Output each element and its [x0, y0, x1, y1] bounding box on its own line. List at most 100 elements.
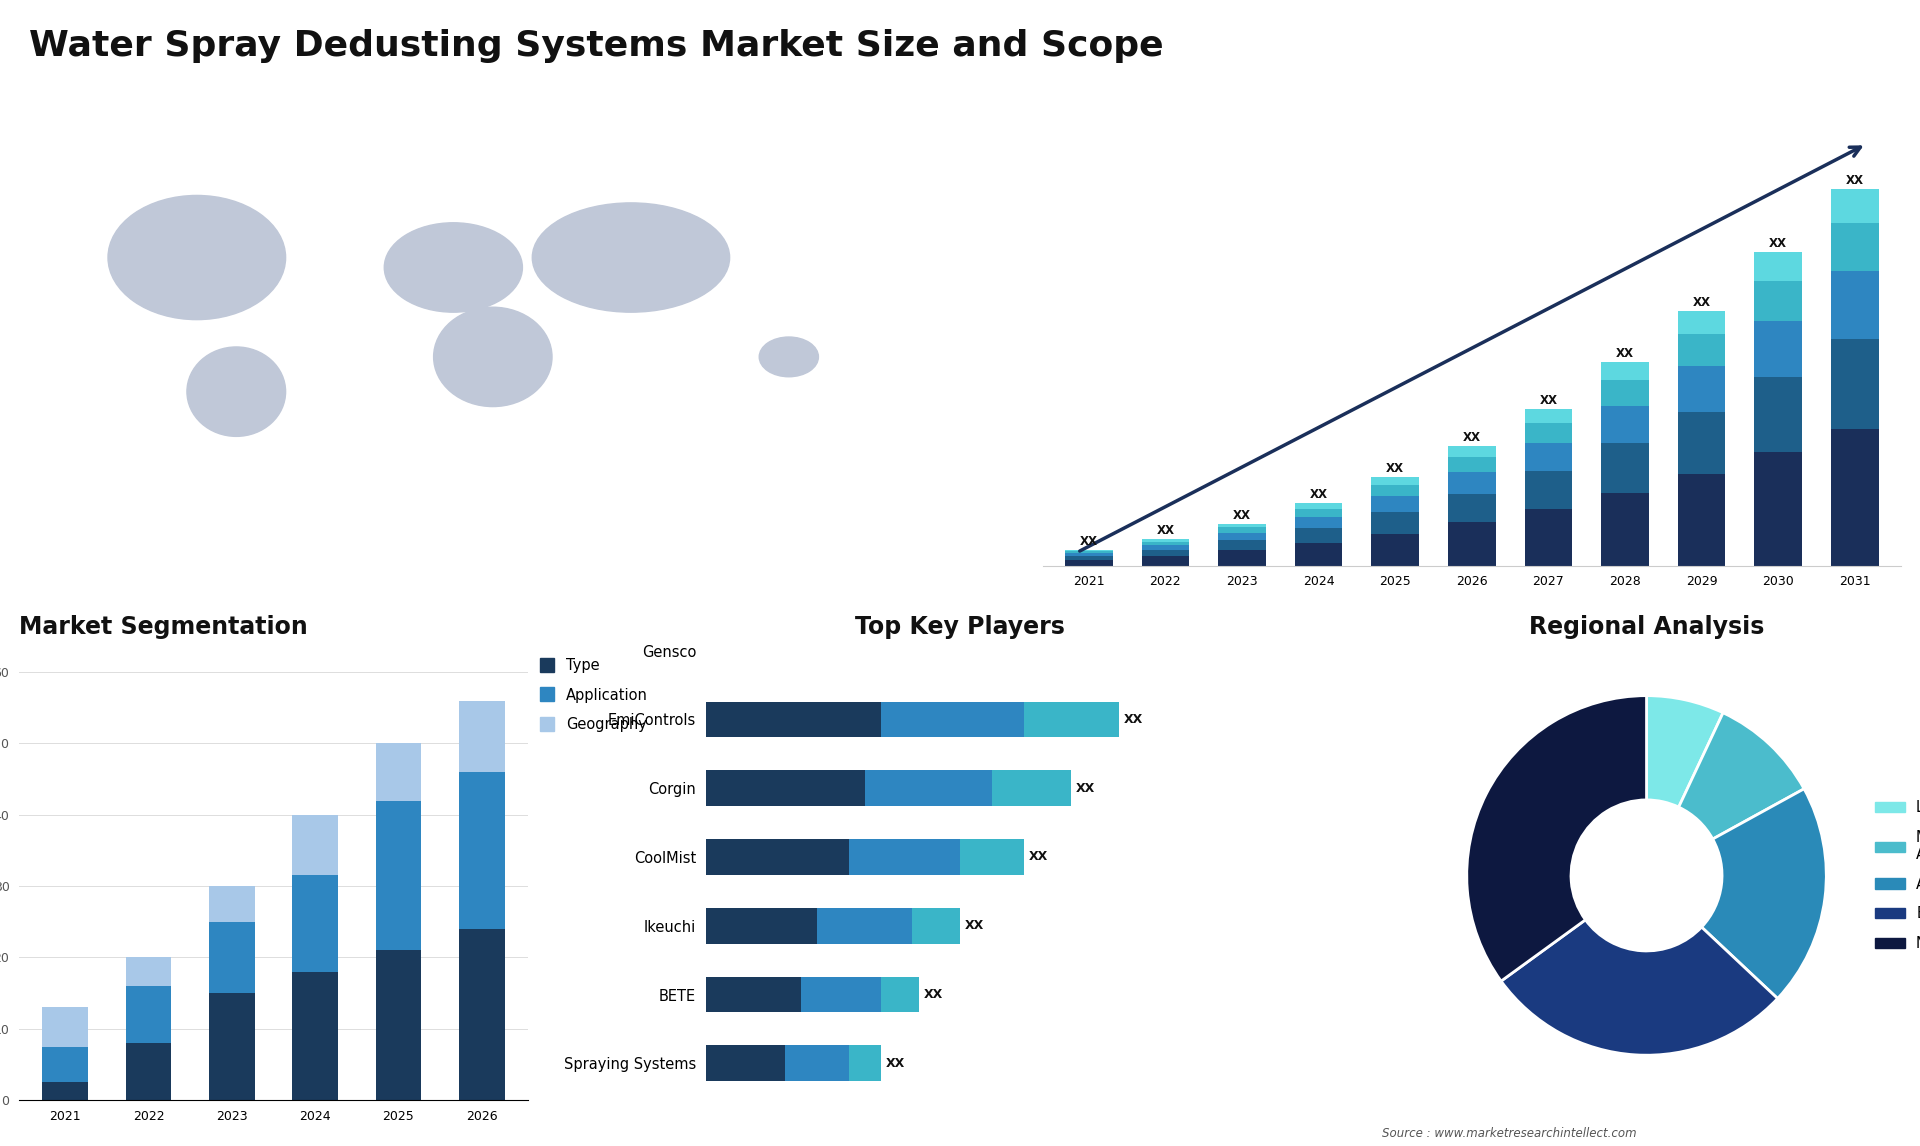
Bar: [707, 976, 801, 1012]
Text: XX: XX: [1075, 782, 1094, 794]
Bar: [1217, 540, 1265, 550]
Text: XX: XX: [1463, 432, 1480, 445]
Title: Top Key Players: Top Key Players: [854, 615, 1066, 639]
Ellipse shape: [758, 337, 818, 377]
Bar: [1066, 551, 1112, 554]
Bar: [1601, 407, 1649, 444]
Bar: [1832, 339, 1878, 429]
Bar: [1678, 367, 1726, 413]
Bar: [881, 976, 918, 1012]
Bar: [1524, 509, 1572, 565]
Bar: [1294, 509, 1342, 517]
Bar: [1448, 472, 1496, 494]
Ellipse shape: [108, 196, 286, 320]
Text: Source : www.marketresearchintellect.com: Source : www.marketresearchintellect.com: [1382, 1128, 1638, 1140]
Bar: [1371, 477, 1419, 485]
Bar: [785, 1045, 849, 1081]
Text: Water Spray Dedusting Systems Market Size and Scope: Water Spray Dedusting Systems Market Siz…: [29, 29, 1164, 63]
Bar: [42, 1046, 88, 1082]
Bar: [1755, 281, 1803, 321]
Bar: [125, 957, 171, 986]
Bar: [209, 886, 255, 921]
Ellipse shape: [434, 307, 553, 407]
Bar: [707, 839, 849, 874]
Bar: [1142, 542, 1188, 544]
Text: XX: XX: [885, 1057, 904, 1070]
Bar: [1832, 189, 1878, 223]
Bar: [1371, 512, 1419, 534]
Bar: [1066, 556, 1112, 560]
Text: XX: XX: [1079, 535, 1098, 548]
Bar: [209, 994, 255, 1100]
Bar: [42, 1007, 88, 1046]
Bar: [459, 772, 505, 929]
Bar: [1217, 550, 1265, 565]
Text: XX: XX: [1845, 174, 1864, 187]
Bar: [707, 701, 881, 737]
Bar: [1448, 494, 1496, 523]
Bar: [707, 1045, 785, 1081]
Bar: [1023, 701, 1119, 737]
Bar: [1294, 543, 1342, 565]
Bar: [1832, 429, 1878, 565]
Bar: [881, 701, 1023, 737]
Wedge shape: [1647, 696, 1722, 807]
Bar: [1217, 533, 1265, 540]
Text: XX: XX: [1309, 488, 1327, 501]
Bar: [1371, 496, 1419, 512]
Bar: [1066, 560, 1112, 565]
Legend: Type, Application, Geography: Type, Application, Geography: [540, 658, 649, 732]
Bar: [1832, 223, 1878, 272]
Title: Regional Analysis: Regional Analysis: [1528, 615, 1764, 639]
Bar: [376, 801, 420, 950]
Legend: Latin America, Middle East &
Africa, Asia Pacific, Europe, North America: Latin America, Middle East & Africa, Asi…: [1870, 794, 1920, 957]
Wedge shape: [1678, 713, 1805, 839]
Bar: [1678, 413, 1726, 473]
Text: XX: XX: [1029, 850, 1048, 863]
Bar: [292, 815, 338, 876]
Bar: [1755, 321, 1803, 377]
Bar: [1832, 272, 1878, 339]
Bar: [125, 986, 171, 1043]
Bar: [1524, 471, 1572, 509]
Bar: [864, 770, 993, 806]
Bar: [1066, 554, 1112, 556]
Bar: [1524, 444, 1572, 471]
Circle shape: [1571, 800, 1722, 951]
Bar: [292, 876, 338, 972]
Bar: [1294, 503, 1342, 509]
Bar: [1142, 544, 1188, 550]
Bar: [1601, 444, 1649, 493]
Bar: [1601, 380, 1649, 407]
Bar: [1217, 524, 1265, 527]
Bar: [1524, 423, 1572, 444]
Bar: [1755, 252, 1803, 281]
Ellipse shape: [384, 222, 522, 312]
Bar: [292, 972, 338, 1100]
Bar: [1601, 493, 1649, 565]
Bar: [1448, 523, 1496, 565]
Bar: [1371, 534, 1419, 565]
Text: XX: XX: [1768, 237, 1788, 251]
Bar: [1755, 377, 1803, 453]
Bar: [1524, 409, 1572, 423]
Bar: [1448, 447, 1496, 457]
Bar: [209, 921, 255, 994]
Bar: [1678, 473, 1726, 565]
Text: XX: XX: [1540, 394, 1557, 407]
Ellipse shape: [186, 347, 286, 437]
Bar: [459, 929, 505, 1100]
Wedge shape: [1501, 920, 1778, 1055]
Bar: [849, 1045, 881, 1081]
Text: XX: XX: [1617, 347, 1634, 360]
Text: XX: XX: [1123, 713, 1142, 725]
Bar: [1678, 333, 1726, 367]
Text: XX: XX: [1233, 509, 1252, 521]
Text: XX: XX: [1693, 296, 1711, 308]
Bar: [1448, 457, 1496, 472]
Bar: [376, 950, 420, 1100]
Bar: [707, 908, 818, 943]
Text: XX: XX: [1156, 524, 1175, 537]
Bar: [1142, 556, 1188, 565]
Wedge shape: [1701, 788, 1826, 998]
